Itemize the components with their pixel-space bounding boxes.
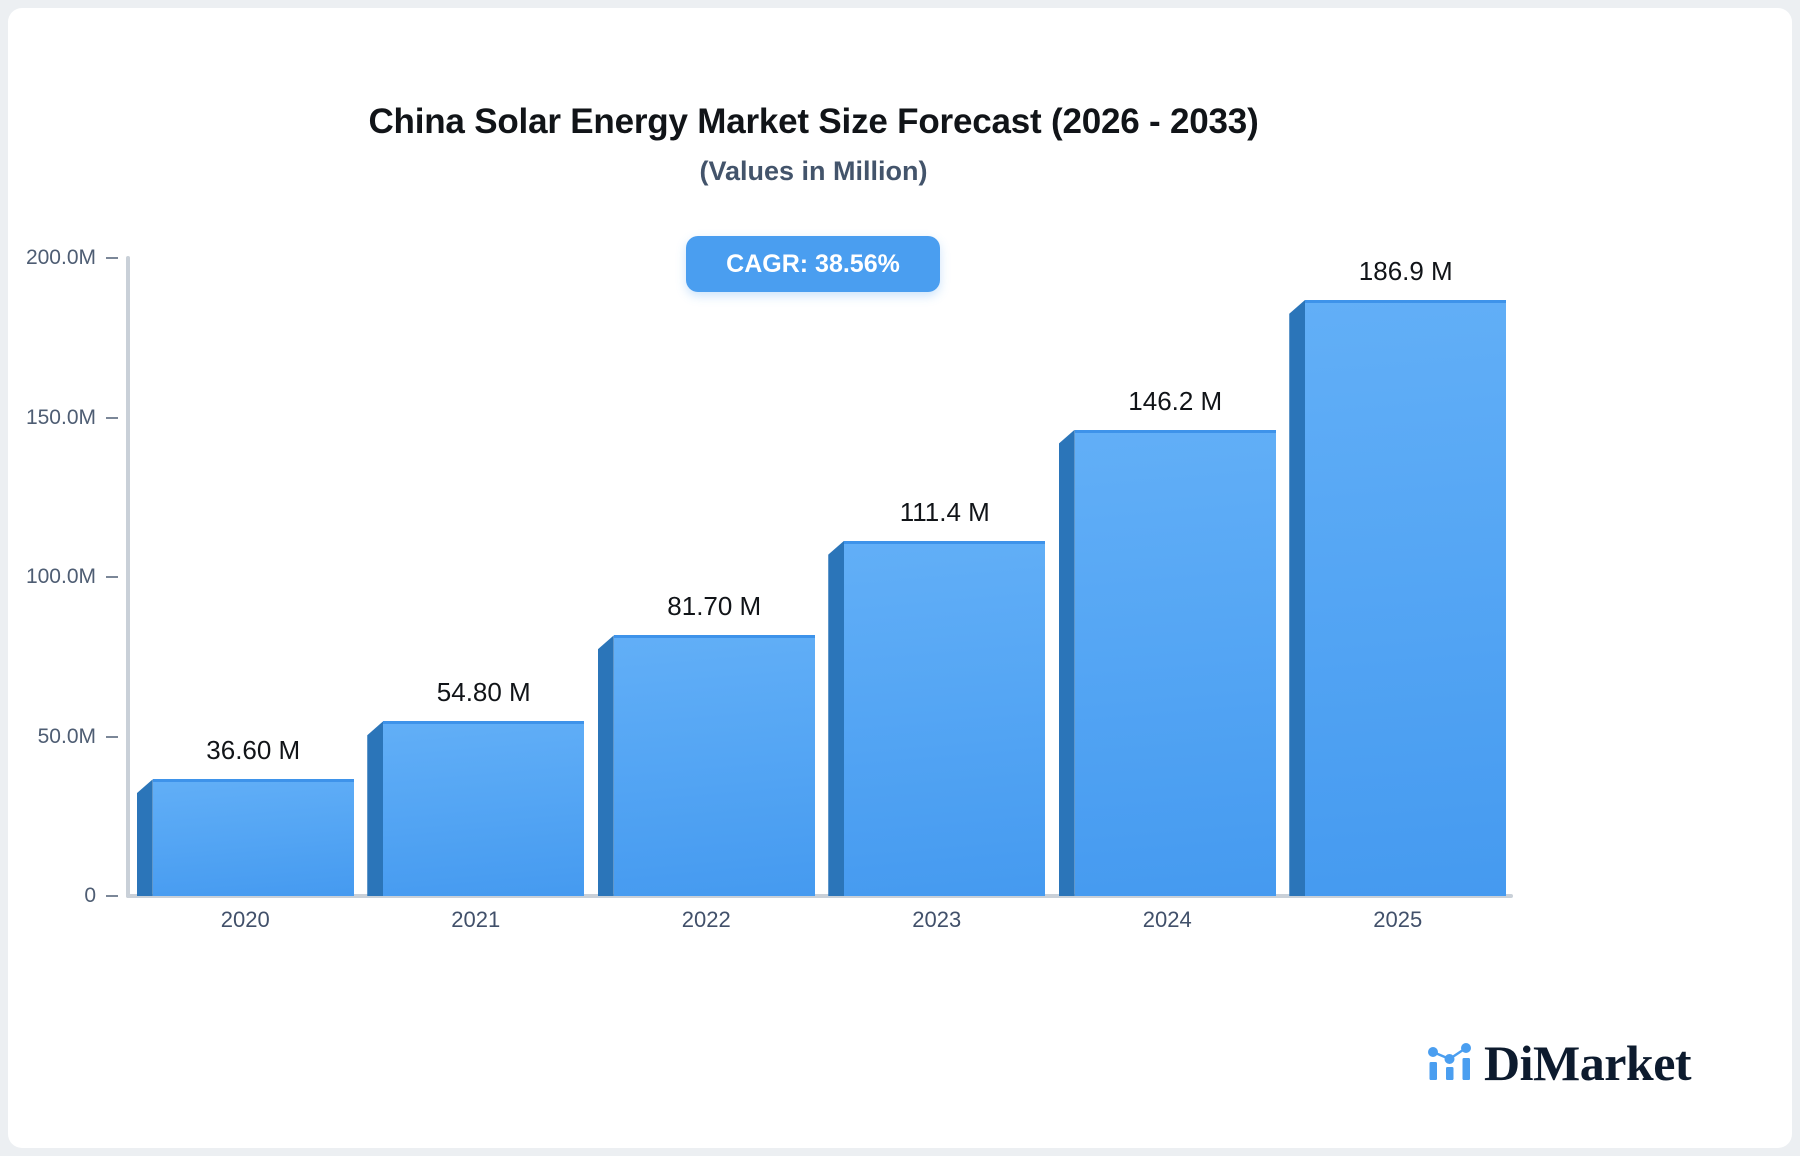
bar-front-face	[613, 635, 815, 896]
bar-3d-side-face	[136, 779, 153, 896]
x-axis-tick-label: 2021	[451, 907, 501, 932]
chart-card: China Solar Energy Market Size Forecast …	[8, 8, 1792, 1148]
x-axis-tick-label: 2022	[681, 907, 731, 932]
bar-value-label: 186.9 M	[1358, 255, 1453, 286]
bar-2023[interactable]	[828, 540, 1046, 896]
y-axis-tick-label: 150.0M	[25, 405, 96, 429]
bar-front-face	[1305, 299, 1507, 896]
bar-front-face	[1074, 429, 1276, 896]
bar-top-edge	[613, 635, 815, 639]
bar-3d-side-face	[1289, 299, 1306, 896]
page-title: China Solar Energy Market Size Forecast …	[368, 102, 1259, 141]
y-axis-tick-mark	[106, 895, 118, 897]
x-axis-line	[126, 894, 1513, 898]
bar-value-label: 146.2 M	[1128, 385, 1223, 416]
bar-chart-plot: 0 50.0M 100.0M 150.0M 200.0M 36.60 M 54.80 M 8…	[8, 8, 1792, 1148]
y-axis-tick-label: 200.0M	[25, 246, 96, 269]
bar-top-edge	[383, 721, 585, 725]
bar-front-face	[383, 721, 585, 896]
x-axis-tick-label: 2023	[912, 907, 962, 932]
cagr-badge: CAGR: 38.56%	[686, 236, 940, 292]
y-axis-tick-mark	[106, 576, 118, 578]
y-axis-tick-mark	[106, 735, 118, 738]
bar-3d-side-face	[828, 540, 845, 896]
bar-value-label: 81.70 M	[667, 591, 762, 622]
bar-3d-side-face	[1058, 429, 1075, 896]
bar-value-label: 54.80 M	[436, 677, 531, 708]
y-axis-tick-mark	[106, 416, 118, 419]
y-axis-tick-mark	[106, 257, 118, 259]
bar-3d-side-face	[367, 721, 384, 896]
x-axis-tick-label: 2024	[1142, 907, 1192, 932]
dimarket-logo: DiMarket	[1426, 1034, 1692, 1091]
bar-front-face	[844, 540, 1046, 896]
x-axis-tick-label: 2025	[1373, 907, 1423, 932]
bar-top-edge	[1305, 299, 1507, 303]
y-axis-tick-label: 0	[84, 884, 96, 907]
y-axis-tick-label: 100.0M	[25, 565, 96, 588]
bar-top-edge	[1074, 429, 1276, 433]
logo-wordmark: DiMarket	[1484, 1034, 1692, 1091]
bar-value-label: 111.4 M	[899, 496, 990, 527]
bar-value-label: 36.60 M	[206, 735, 301, 766]
y-axis-tick-label: 50.0M	[37, 724, 96, 748]
bar-2025[interactable]	[1289, 299, 1507, 896]
bar-top-edge	[844, 540, 1046, 544]
bar-2024[interactable]	[1058, 429, 1276, 896]
bar-top-edge	[152, 779, 354, 783]
bar-2022[interactable]	[597, 635, 815, 896]
x-axis-tick-label: 2020	[220, 907, 270, 932]
bar-3d-side-face	[597, 635, 614, 896]
cagr-badge-label: CAGR: 38.56%	[726, 249, 900, 278]
chart-subtitle: (Values in Million)	[699, 156, 928, 186]
bar-front-face	[152, 779, 354, 896]
bar-2020[interactable]	[136, 779, 354, 896]
y-axis-line	[126, 256, 130, 898]
bar-chart-logo-icon	[1426, 1036, 1474, 1089]
bar-2021[interactable]	[367, 721, 585, 896]
